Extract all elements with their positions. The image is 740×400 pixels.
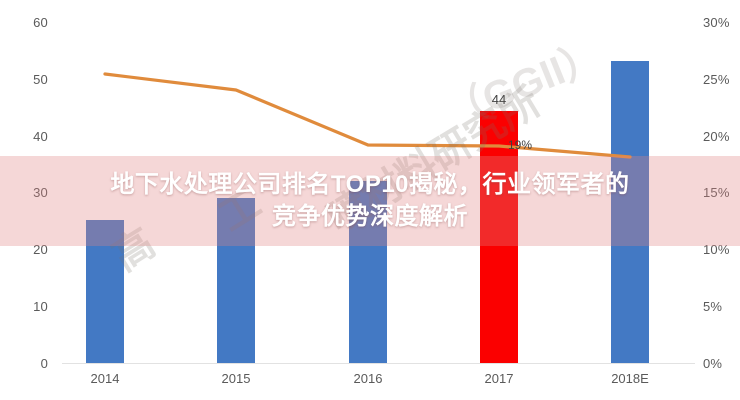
watermark-text: （GGII）	[439, 33, 609, 136]
y-axis-left-tick: 40	[33, 129, 48, 144]
line-series-path	[103, 72, 632, 159]
y-axis-left: 60 50 40 30 20 10 0	[0, 0, 56, 400]
x-axis-tick-2014: 2014	[90, 371, 120, 386]
line-value-label-2017: 19%	[508, 138, 533, 152]
x-axis-tick-2017: 2017	[484, 371, 514, 386]
bar-value-label-2017: 44	[491, 92, 507, 107]
y-axis-right-tick: 20%	[703, 129, 730, 144]
x-axis-tick-2015: 2015	[221, 371, 251, 386]
overlay-title-line-1: 地下水处理公司排名TOP10揭秘，行业领军者的	[110, 171, 630, 199]
y-axis-right-tick: 0%	[703, 356, 723, 371]
bar-2014[interactable]	[86, 220, 124, 363]
y-axis-left-tick: 20	[33, 242, 48, 257]
overlay-title-line-2: 竞争优势深度解析	[272, 203, 468, 230]
y-axis-right-tick: 25%	[703, 72, 730, 87]
y-axis-left-tick: 50	[33, 72, 48, 87]
y-axis-right-tick: 30%	[703, 15, 730, 30]
y-axis-left-tick: 60	[33, 15, 48, 30]
bar-2015[interactable]	[217, 198, 255, 363]
y-axis-left-tick: 30	[33, 185, 48, 200]
x-axis-baseline	[62, 363, 695, 364]
y-axis-right-tick: 15%	[703, 185, 730, 200]
y-axis-right: 30% 25% 20% 15% 10% 5% 0%	[700, 0, 740, 400]
y-axis-left-tick: 0	[40, 356, 48, 371]
y-axis-right-tick: 5%	[703, 299, 723, 314]
x-axis-tick-2016: 2016	[353, 371, 383, 386]
overlay-title-banner: 地下水处理公司排名TOP10揭秘，行业领军者的 竞争优势深度解析	[0, 156, 740, 246]
bar-2016[interactable]	[349, 181, 387, 363]
y-axis-left-tick: 10	[33, 299, 48, 314]
x-axis-tick-2018e: 2018E	[611, 371, 649, 386]
y-axis-right-tick: 10%	[703, 242, 730, 257]
